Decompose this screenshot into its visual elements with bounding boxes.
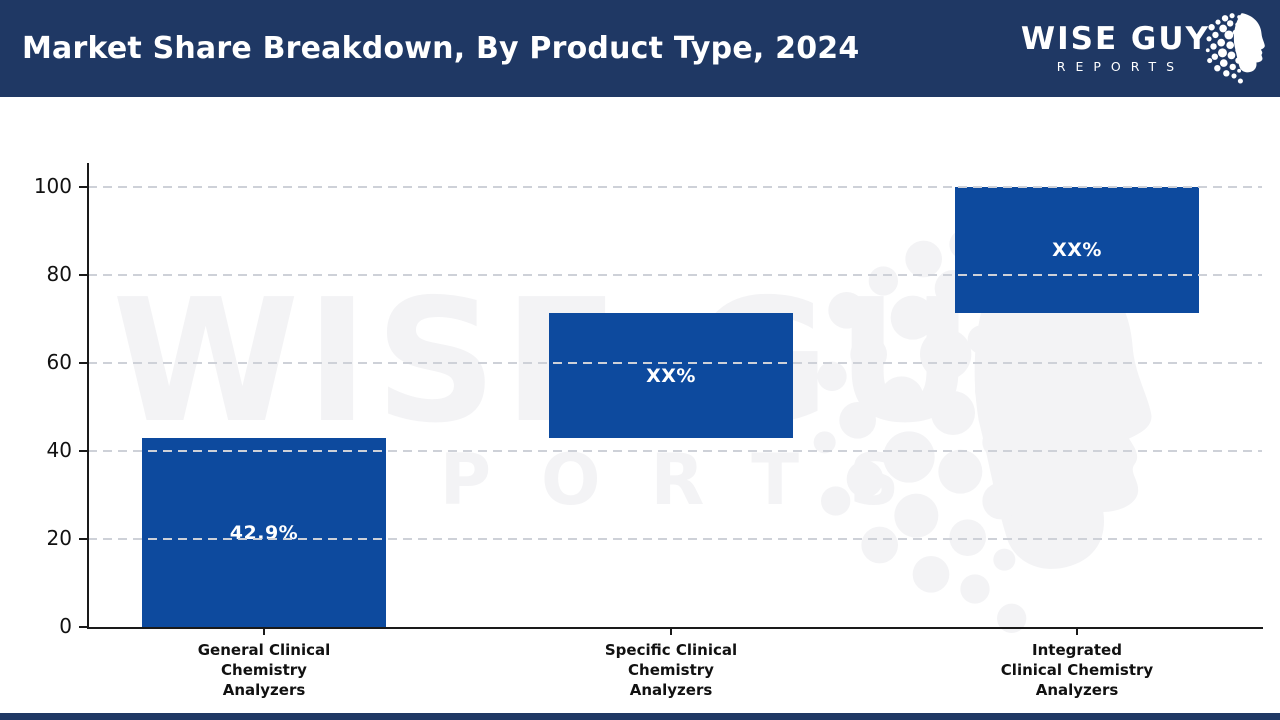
x-category-label-line: Analyzers xyxy=(222,681,306,699)
x-category-label-line: Analyzers xyxy=(629,681,713,699)
brand-logo: WISE GUY REPORTS xyxy=(1021,9,1266,89)
y-axis-line xyxy=(87,163,89,629)
x-category-label: Integrated Clinical Chemistry Analyzers xyxy=(907,640,1247,700)
x-category-label-line: Clinical Chemistry xyxy=(1000,661,1154,679)
y-tick-label: 100 xyxy=(33,174,72,198)
gridline-60 xyxy=(88,362,1262,364)
bar-segment: XX% xyxy=(955,187,1199,313)
x-tick-mark xyxy=(670,627,672,635)
bar-value-label: XX% xyxy=(1052,238,1102,261)
x-category-label-line: Chemistry xyxy=(221,661,307,679)
x-category-label-line: General Clinical xyxy=(197,641,331,659)
bar-segment: XX% xyxy=(549,312,793,439)
gridline-20 xyxy=(88,538,1262,540)
y-tick-mark xyxy=(79,362,87,364)
y-tick-label: 0 xyxy=(59,614,72,638)
bar-segment: 42.9% xyxy=(142,438,386,627)
y-tick-mark xyxy=(79,274,87,276)
bar-value-label: 42.9% xyxy=(229,521,299,544)
y-tick-label: 20 xyxy=(46,526,72,550)
logo-subtext: REPORTS xyxy=(1056,58,1185,74)
x-category-label-line: Specific Clinical xyxy=(604,641,738,659)
y-tick-label: 60 xyxy=(46,350,72,374)
y-tick-mark xyxy=(79,186,87,188)
bottom-accent-strip xyxy=(0,713,1280,720)
y-tick-mark xyxy=(79,450,87,452)
x-category-label: Specific Clinical Chemistry Analyzers xyxy=(501,640,841,700)
y-tick-mark xyxy=(79,626,87,628)
logo-face-icon xyxy=(1202,9,1266,89)
x-category-label-line: Chemistry xyxy=(628,661,714,679)
y-tick-label: 40 xyxy=(46,438,72,462)
x-tick-mark xyxy=(263,627,265,635)
logo-wordmark: WISE GUY xyxy=(1020,20,1210,57)
gridline-40 xyxy=(88,450,1262,452)
x-category-label-line: Analyzers xyxy=(1035,681,1119,699)
y-tick-label: 80 xyxy=(46,262,72,286)
chart-area: WISE GUY REPORTS 02040608010042.9%XX%XX%… xyxy=(0,97,1280,714)
x-category-label: General Clinical Chemistry Analyzers xyxy=(94,640,434,700)
bar-value-label: XX% xyxy=(646,364,696,387)
x-category-label-line: Integrated xyxy=(1032,641,1122,659)
x-axis-line xyxy=(87,627,1263,629)
page-title: Market Share Breakdown, By Product Type,… xyxy=(22,31,860,66)
gridline-80 xyxy=(88,274,1262,276)
header-bar: Market Share Breakdown, By Product Type,… xyxy=(0,0,1280,97)
gridline-100 xyxy=(88,186,1262,188)
logo-wordmark-block: WISE GUY REPORTS xyxy=(1020,20,1210,74)
y-tick-mark xyxy=(79,538,87,540)
